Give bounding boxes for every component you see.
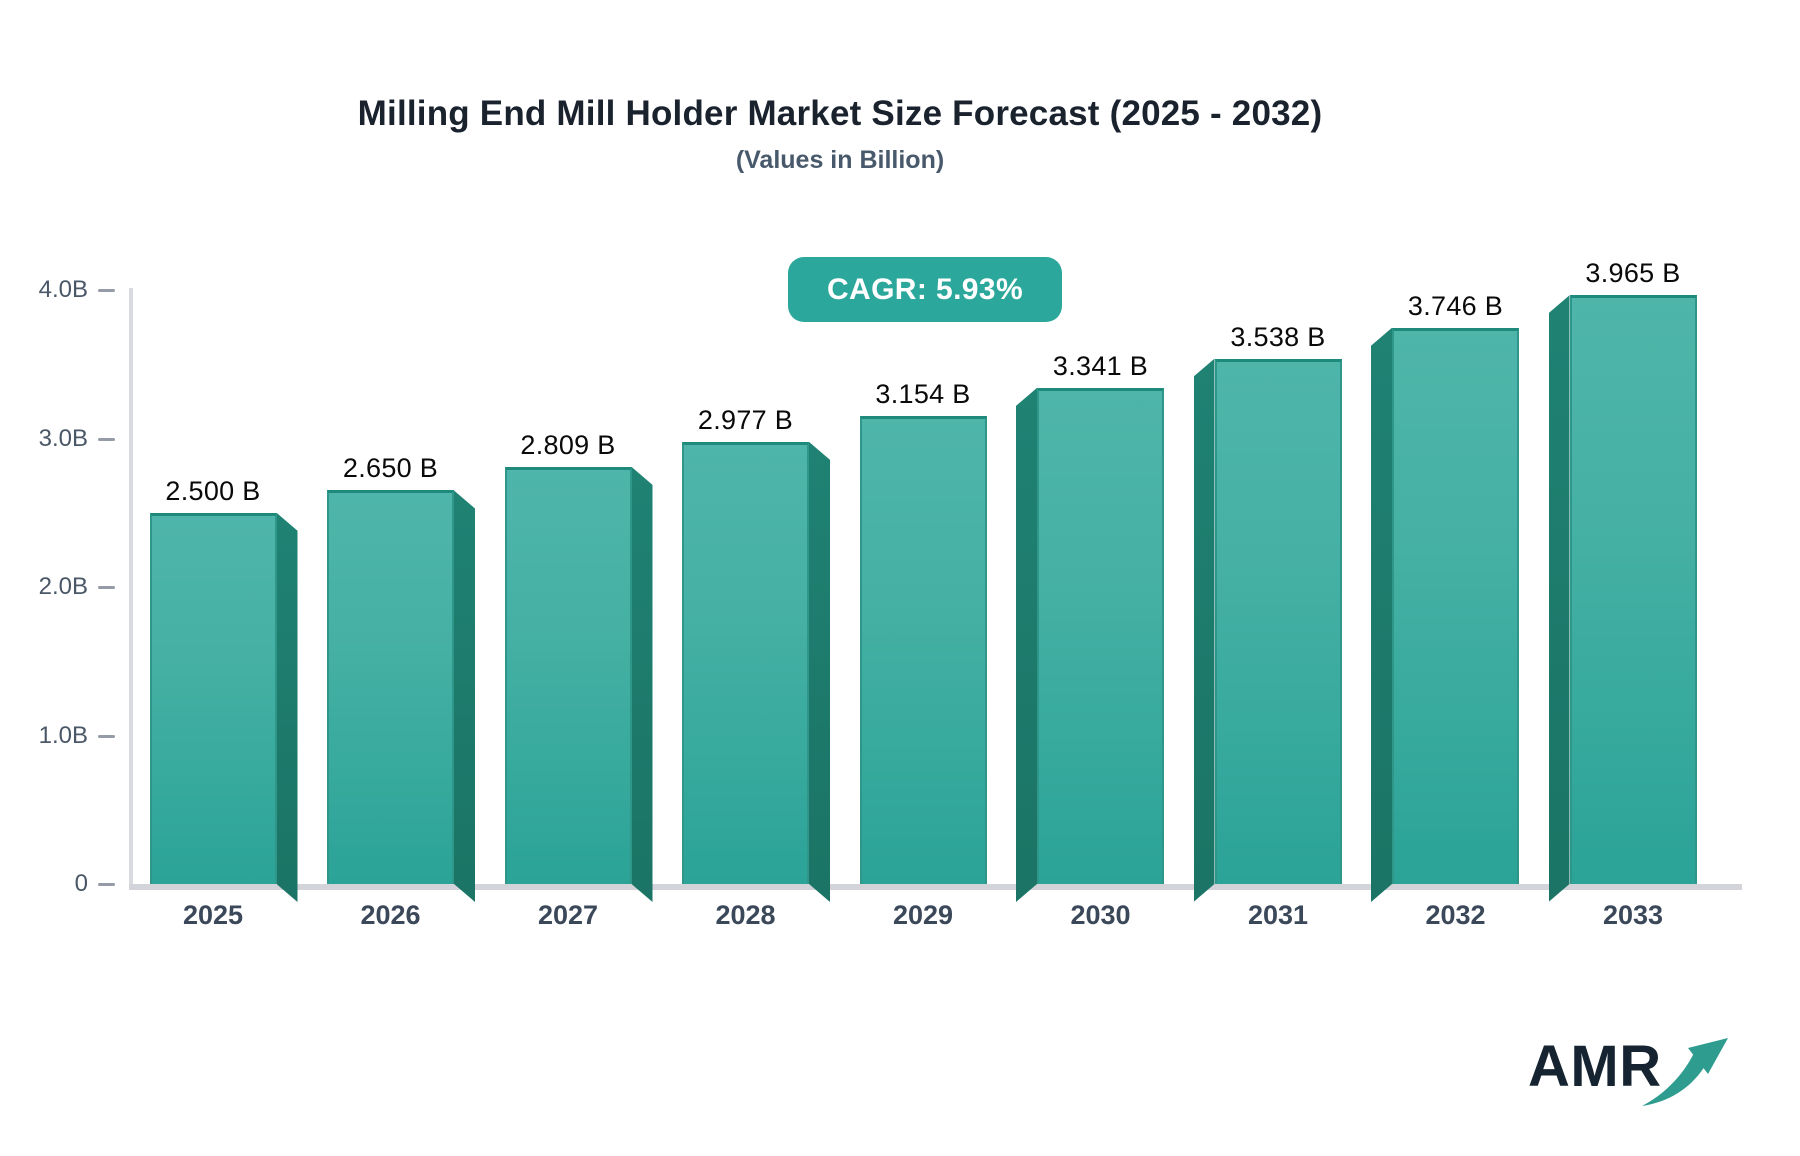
bar-2028	[682, 441, 809, 884]
bar-value-label: 3.154 B	[875, 378, 971, 409]
x-axis-label: 2033	[1602, 900, 1664, 930]
amr-logo: AMR	[1528, 1028, 1738, 1112]
bar-2033	[1569, 295, 1697, 884]
bar-value-label: 2.977 B	[697, 404, 794, 435]
x-axis-label: 2027	[537, 900, 599, 930]
bar-2032	[1392, 327, 1519, 884]
bar-side-face	[1549, 295, 1570, 902]
bar-2025	[149, 512, 277, 884]
x-axis-label: 2026	[360, 900, 421, 930]
bar-value-label: 3.538 B	[1230, 321, 1326, 352]
x-axis-label: 2025	[182, 900, 244, 930]
bar-side-face	[809, 442, 830, 902]
chart-header: Milling End Mill Holder Market Size Fore…	[0, 94, 1680, 175]
y-axis-tick-label: 4.0B	[38, 276, 88, 303]
cagr-badge: CAGR: 5.93%	[788, 257, 1062, 322]
y-axis-tick-label: 2.0B	[38, 573, 88, 600]
y-axis-tick	[98, 289, 115, 292]
bar-2027	[504, 466, 632, 884]
y-axis-tick	[98, 883, 115, 886]
x-axis-baseline	[129, 884, 1742, 890]
chart-subtitle: (Values in Billion)	[735, 146, 945, 174]
bar-value-label: 2.809 B	[520, 429, 616, 460]
bar-value-label: 3.746 B	[1407, 290, 1504, 321]
bar-value-label: 3.341 B	[1052, 350, 1149, 381]
y-axis-tick	[98, 437, 115, 441]
y-axis-tick	[98, 586, 115, 589]
x-axis-label: 2028	[715, 900, 776, 930]
y-axis-tick-label: 0	[74, 870, 88, 897]
x-axis-label: 2031	[1247, 900, 1309, 930]
y-axis-tick	[98, 734, 115, 738]
bar-2031	[1214, 358, 1342, 884]
bar-2030	[1037, 387, 1164, 884]
bar-2026	[327, 490, 454, 884]
x-axis-label: 2030	[1070, 900, 1131, 930]
bar-value-label: 2.650 B	[342, 453, 439, 484]
y-axis-tick-label: 1.0B	[38, 721, 88, 749]
amr-logo-text: AMR	[1528, 1034, 1662, 1099]
bar-value-label: 3.965 B	[1585, 258, 1681, 289]
bar-side-face	[277, 513, 298, 902]
bar-side-face	[1016, 388, 1037, 902]
x-axis-label: 2029	[892, 900, 954, 930]
y-axis-line	[129, 288, 133, 890]
growth-arrow-icon	[1642, 1038, 1728, 1106]
bar-value-label: 2.500 B	[165, 475, 261, 506]
bar-side-face	[632, 467, 653, 902]
x-axis-label: 2032	[1425, 900, 1486, 930]
y-axis-tick-label: 3.0B	[38, 424, 88, 452]
bar-side-face	[1371, 328, 1392, 902]
bar-side-face	[454, 490, 475, 902]
chart-title: Milling End Mill Holder Market Size Fore…	[357, 94, 1323, 133]
bar-2029	[859, 415, 987, 884]
bar-side-face	[1194, 359, 1215, 902]
